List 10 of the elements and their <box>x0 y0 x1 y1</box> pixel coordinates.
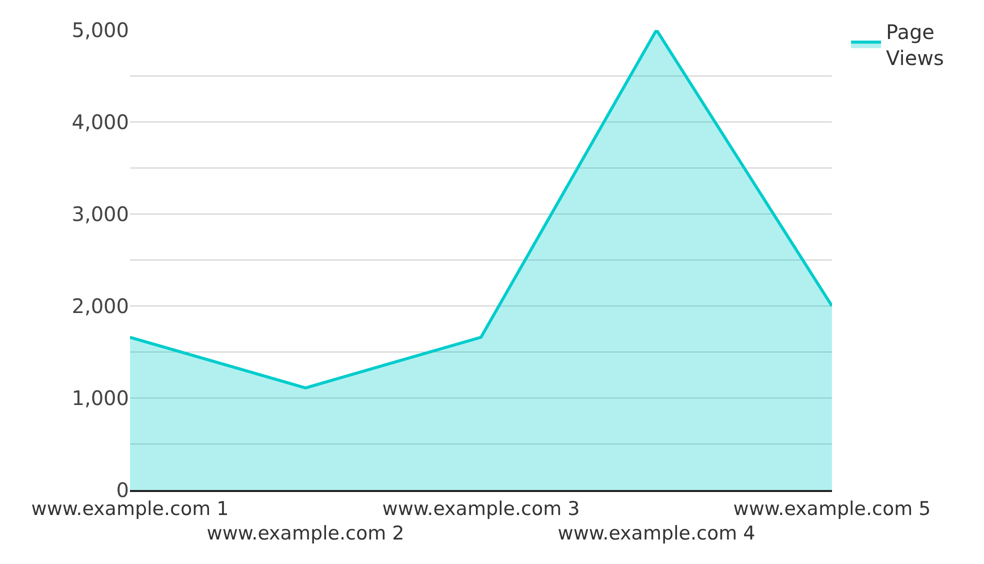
y-tick-label: 1,000 <box>72 386 129 410</box>
x-tick-label: www.example.com 3 <box>382 498 580 520</box>
legend-label: Page Views <box>886 20 944 70</box>
x-tick-label: www.example.com 2 <box>206 522 404 544</box>
y-tick-label: 2,000 <box>72 294 129 318</box>
y-tick-label: 5,000 <box>72 18 129 42</box>
y-tick-label: 3,000 <box>72 202 129 226</box>
y-tick-label: 4,000 <box>72 110 129 134</box>
x-tick-label: www.example.com 4 <box>558 522 756 544</box>
x-tick-label: www.example.com 5 <box>733 498 931 520</box>
